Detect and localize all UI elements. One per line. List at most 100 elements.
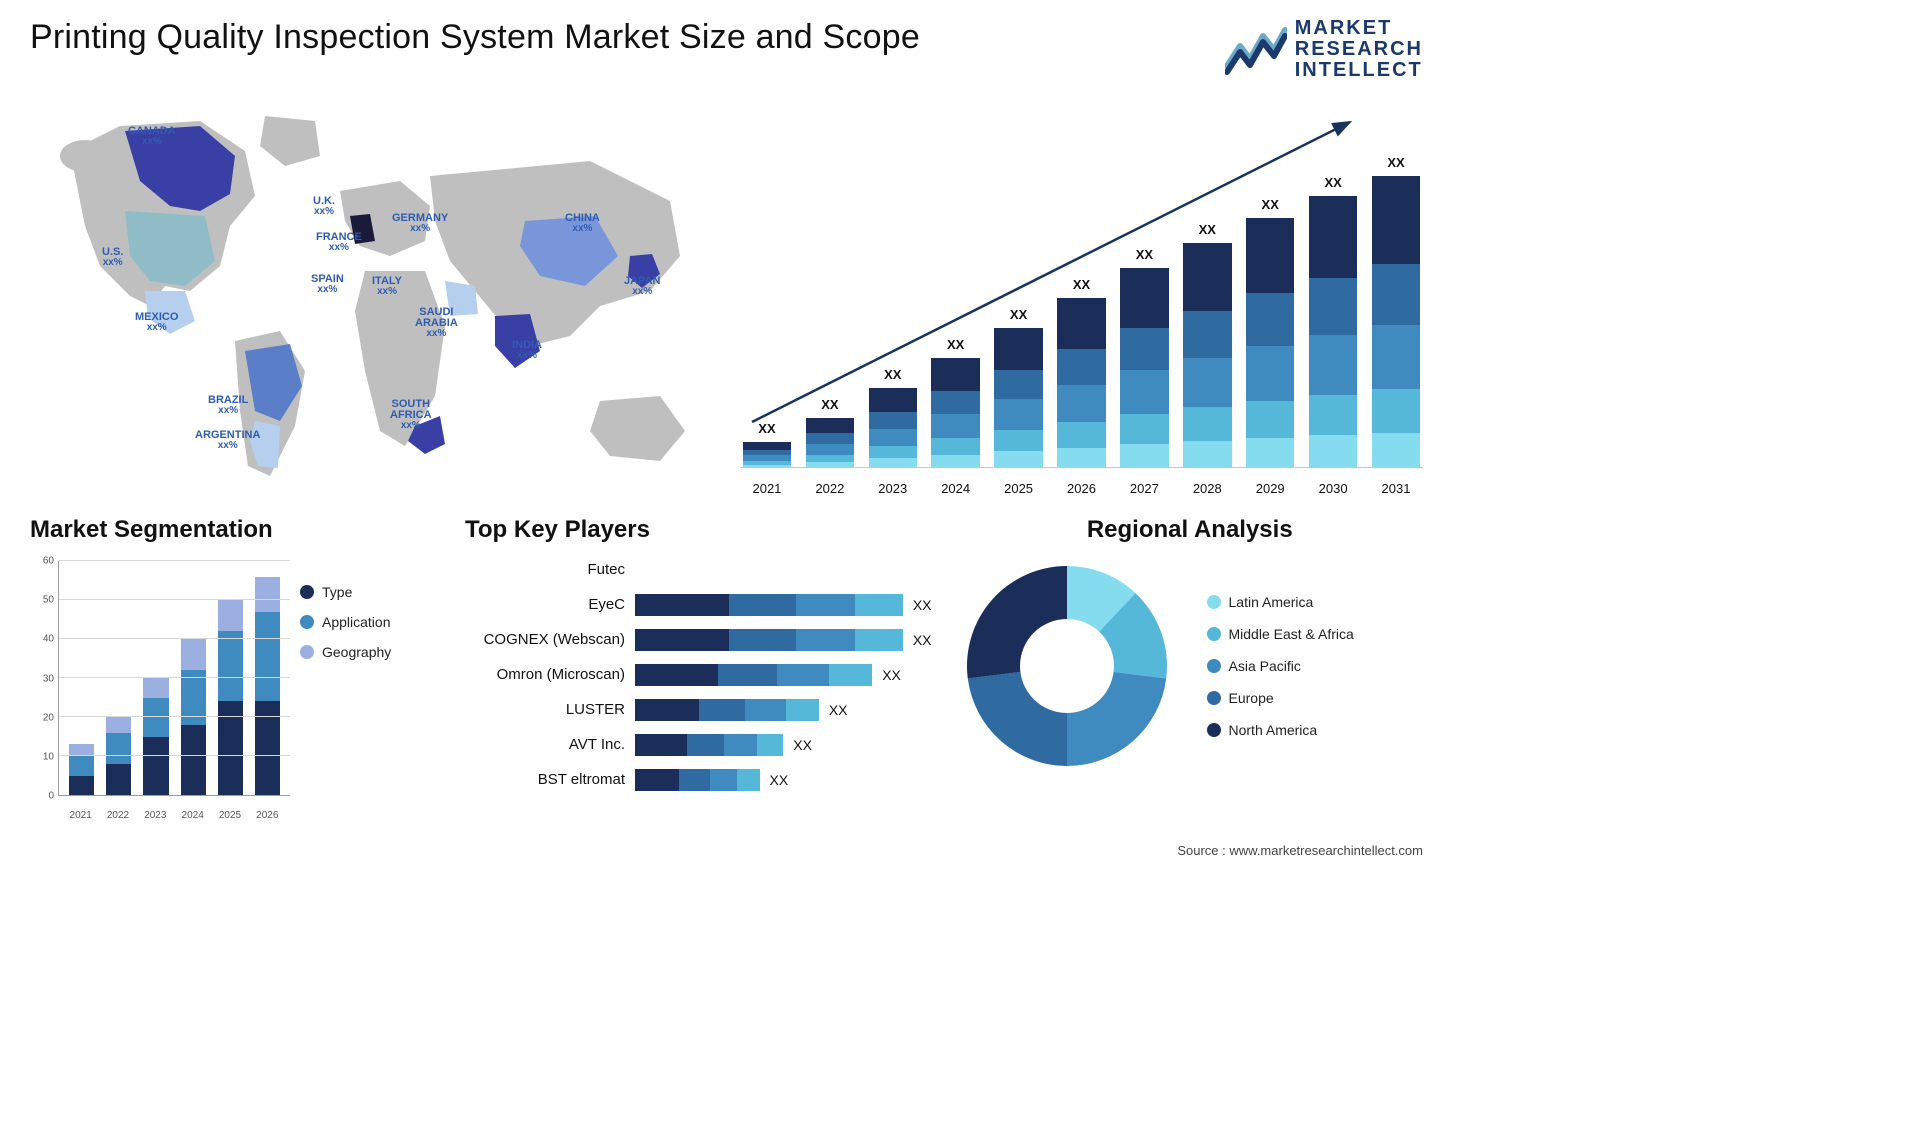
main-x-label: 2026 bbox=[1055, 481, 1109, 496]
player-value: XX bbox=[793, 737, 812, 753]
map-label: U.S.xx% bbox=[102, 247, 123, 268]
player-bar bbox=[635, 629, 903, 651]
main-bar-value: XX bbox=[1324, 175, 1341, 190]
map-label: CHINAxx% bbox=[565, 213, 600, 234]
regional-donut-chart bbox=[957, 556, 1177, 776]
map-label: MEXICOxx% bbox=[135, 312, 178, 333]
seg-ytick: 60 bbox=[43, 556, 54, 567]
legend-dot-icon bbox=[1207, 691, 1221, 705]
player-value: XX bbox=[770, 772, 789, 788]
legend-row: Asia Pacific bbox=[1207, 658, 1354, 674]
legend-row: Application bbox=[300, 614, 391, 630]
legend-label: Application bbox=[322, 614, 391, 630]
seg-bar bbox=[143, 678, 168, 795]
player-row: AVT Inc. XX bbox=[465, 731, 932, 758]
main-x-label: 2025 bbox=[992, 481, 1046, 496]
seg-x-label: 2021 bbox=[68, 810, 93, 821]
player-value: XX bbox=[882, 667, 901, 683]
main-bar: XX bbox=[1180, 243, 1234, 468]
main-bar-value: XX bbox=[884, 367, 901, 382]
main-x-label: 2029 bbox=[1243, 481, 1297, 496]
main-bar: XX bbox=[1055, 298, 1109, 468]
map-label: INDIAxx% bbox=[512, 340, 542, 361]
player-row: LUSTER XX bbox=[465, 696, 932, 723]
players-title: Top Key Players bbox=[465, 516, 932, 544]
main-bar-value: XX bbox=[1262, 197, 1279, 212]
brand-logo: MARKET RESEARCH INTELLECT bbox=[1225, 18, 1423, 81]
logo-mark-icon bbox=[1225, 24, 1287, 76]
main-bar: XX bbox=[866, 388, 920, 468]
regional-legend: Latin America Middle East & Africa Asia Pa… bbox=[1207, 594, 1354, 738]
legend-label: Type bbox=[322, 584, 352, 600]
map-label: ITALYxx% bbox=[372, 276, 402, 297]
segmentation-title: Market Segmentation bbox=[30, 516, 440, 544]
player-bar bbox=[635, 769, 760, 791]
page-title: Printing Quality Inspection System Marke… bbox=[30, 18, 920, 57]
player-value: XX bbox=[913, 597, 932, 613]
map-label: JAPANxx% bbox=[624, 276, 660, 297]
legend-dot-icon bbox=[1207, 723, 1221, 737]
player-name: AVT Inc. bbox=[465, 736, 625, 753]
legend-dot-icon bbox=[1207, 627, 1221, 641]
legend-label: Asia Pacific bbox=[1229, 658, 1301, 674]
main-bar: XX bbox=[1117, 268, 1171, 468]
main-bar-value: XX bbox=[758, 421, 775, 436]
player-bar bbox=[635, 734, 783, 756]
seg-x-label: 2026 bbox=[255, 810, 280, 821]
seg-x-label: 2022 bbox=[105, 810, 130, 821]
legend-dot-icon bbox=[1207, 595, 1221, 609]
player-row: BST eltromat XX bbox=[465, 766, 932, 793]
player-name: Omron (Microscan) bbox=[465, 666, 625, 683]
main-bar-value: XX bbox=[1136, 247, 1153, 262]
player-value: XX bbox=[913, 632, 932, 648]
main-x-label: 2021 bbox=[740, 481, 794, 496]
main-x-label: 2027 bbox=[1117, 481, 1171, 496]
player-row: COGNEX (Webscan) XX bbox=[465, 626, 932, 653]
main-bar-value: XX bbox=[1010, 307, 1027, 322]
logo-text-3: INTELLECT bbox=[1295, 60, 1423, 81]
main-x-label: 2024 bbox=[929, 481, 983, 496]
player-row: EyeC XX bbox=[465, 591, 932, 618]
player-row: Omron (Microscan) XX bbox=[465, 661, 932, 688]
players-section: Top Key Players FutecEyeCXXCOGNEX (Websc… bbox=[465, 516, 932, 821]
player-name: EyeC bbox=[465, 596, 625, 613]
segmentation-chart: 0102030405060 202120222023202420252026 bbox=[30, 556, 290, 821]
player-value: XX bbox=[829, 702, 848, 718]
main-bar-value: XX bbox=[1199, 222, 1216, 237]
main-x-label: 2028 bbox=[1180, 481, 1234, 496]
map-label: FRANCExx% bbox=[316, 232, 362, 253]
main-bar-value: XX bbox=[947, 337, 964, 352]
segmentation-legend: Type Application Geography bbox=[300, 584, 391, 821]
player-name: Futec bbox=[465, 561, 625, 578]
player-bar bbox=[635, 699, 819, 721]
legend-dot-icon bbox=[300, 585, 314, 599]
main-bar: XX bbox=[992, 328, 1046, 468]
player-name: BST eltromat bbox=[465, 771, 625, 788]
legend-row: Europe bbox=[1207, 690, 1354, 706]
seg-bar bbox=[69, 744, 94, 795]
legend-row: Latin America bbox=[1207, 594, 1354, 610]
main-bar: XX bbox=[803, 418, 857, 468]
legend-label: North America bbox=[1229, 722, 1318, 738]
legend-label: Geography bbox=[322, 644, 391, 660]
legend-row: Type bbox=[300, 584, 391, 600]
seg-x-label: 2024 bbox=[180, 810, 205, 821]
seg-ytick: 0 bbox=[48, 791, 54, 802]
players-list: FutecEyeCXXCOGNEX (Webscan)XXOmron (Micr… bbox=[465, 556, 932, 793]
logo-text-2: RESEARCH bbox=[1295, 39, 1423, 60]
map-label: BRAZILxx% bbox=[208, 395, 248, 416]
legend-label: Middle East & Africa bbox=[1229, 626, 1354, 642]
player-name: COGNEX (Webscan) bbox=[465, 631, 625, 648]
world-map: CANADAxx%U.S.xx%MEXICOxx%BRAZILxx%ARGENT… bbox=[30, 96, 720, 496]
map-label: SAUDIARABIAxx% bbox=[415, 307, 458, 339]
player-bar bbox=[635, 664, 872, 686]
legend-dot-icon bbox=[1207, 659, 1221, 673]
regional-section: Regional Analysis Latin America Middle Ea… bbox=[957, 516, 1424, 821]
main-bar: XX bbox=[740, 442, 794, 468]
map-label: GERMANYxx% bbox=[392, 213, 448, 234]
regional-title: Regional Analysis bbox=[957, 516, 1424, 544]
player-name: LUSTER bbox=[465, 701, 625, 718]
main-x-label: 2030 bbox=[1306, 481, 1360, 496]
chart-baseline bbox=[740, 467, 1423, 468]
seg-bar bbox=[218, 600, 243, 795]
